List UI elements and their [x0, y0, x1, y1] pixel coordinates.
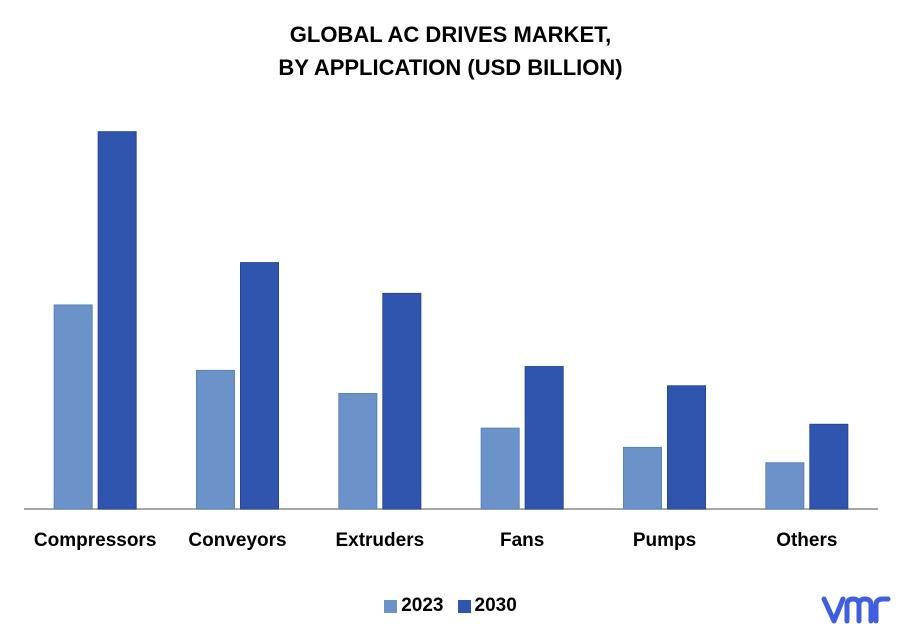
x-tick-label-others: Others [776, 530, 837, 551]
bar-conveyors-2030 [240, 262, 279, 510]
bar-fans-2023 [480, 427, 520, 510]
bar-pumps-2023 [623, 446, 662, 510]
bar-extruders-2030 [382, 292, 422, 510]
legend-item-2030: 2030 [457, 595, 517, 617]
bar-others-2030 [809, 423, 849, 510]
x-tick-label-compressors: Compressors [34, 530, 157, 551]
bar-conveyors-2023 [196, 369, 235, 510]
bar-compressors-2023 [53, 304, 93, 510]
x-tick-label-pumps: Pumps [633, 530, 696, 551]
x-tick-label-extruders: Extruders [335, 530, 424, 551]
chart-title-line-2: BY APPLICATION (USD BILLION) [278, 55, 623, 80]
x-tick-label-conveyors: Conveyors [188, 530, 286, 551]
legend-swatch-2023 [384, 599, 398, 613]
bar-others-2023 [765, 462, 805, 510]
legend: 2023 2030 [0, 595, 901, 617]
x-tick-label-fans: Fans [500, 530, 544, 551]
bar-pumps-2030 [667, 385, 706, 510]
legend-item-2023: 2023 [384, 595, 444, 617]
chart-title: GLOBAL AC DRIVES MARKET, BY APPLICATION … [0, 18, 901, 84]
legend-label-2023: 2023 [401, 595, 444, 616]
vmr-logo [821, 596, 891, 624]
bar-extruders-2023 [338, 393, 378, 510]
bar-fans-2030 [524, 366, 564, 510]
chart-title-line-1: GLOBAL AC DRIVES MARKET, [289, 22, 612, 47]
bar-compressors-2030 [97, 131, 137, 510]
legend-swatch-2030 [457, 599, 471, 613]
legend-label-2030: 2030 [474, 595, 517, 616]
